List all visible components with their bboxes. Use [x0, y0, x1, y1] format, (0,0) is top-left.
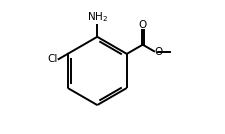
- Text: O: O: [154, 47, 162, 57]
- Text: O: O: [138, 20, 146, 30]
- Text: NH$_2$: NH$_2$: [86, 11, 107, 24]
- Text: Cl: Cl: [47, 54, 58, 64]
